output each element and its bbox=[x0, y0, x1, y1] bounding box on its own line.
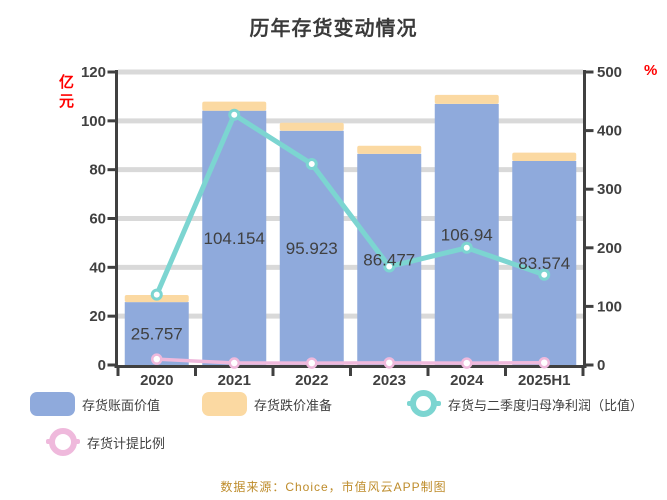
line-2 bbox=[154, 112, 546, 296]
marker-3-2023 bbox=[383, 357, 395, 369]
marker-3-2025H1 bbox=[538, 356, 550, 369]
value-label-2020: 25.757 bbox=[131, 325, 183, 344]
line-3 bbox=[156, 357, 545, 365]
bar-2021-book-value bbox=[202, 110, 267, 366]
legend-item-inventory-to-profit-ratio: 存货与二季度归母净利润（比值） bbox=[407, 390, 643, 418]
right-tick-label-500: 500 bbox=[597, 64, 622, 81]
bar-2024-book-value bbox=[434, 103, 499, 365]
x-label-2024: 2024 bbox=[450, 372, 484, 389]
x-label-2025H1: 2025H1 bbox=[518, 372, 571, 389]
value-label-2023: 86.477 bbox=[363, 250, 415, 269]
bar-2023-provision bbox=[357, 145, 422, 154]
right-tick-label-100: 100 bbox=[597, 298, 622, 315]
legend-label: 存货跌价准备 bbox=[254, 397, 333, 413]
left-tick-label-40: 40 bbox=[89, 259, 106, 276]
right-tick-label-300: 300 bbox=[597, 181, 622, 198]
x-label-2021: 2021 bbox=[218, 372, 251, 389]
legend-label: 存货账面价值 bbox=[82, 397, 161, 413]
value-label-2022: 95.923 bbox=[286, 239, 338, 258]
marker-2-2023 bbox=[383, 260, 396, 273]
right-tick-label-200: 200 bbox=[597, 240, 622, 257]
legend-item-inventory-provision: 存货跌价准备 bbox=[202, 392, 332, 416]
left-tick-label-80: 80 bbox=[89, 162, 106, 179]
legend-row-1: 存货账面价值 存货跌价准备 存货与二季度归母净利润（比值） bbox=[30, 389, 650, 419]
orange-bar-swatch-icon bbox=[202, 392, 248, 416]
marker-3-2021 bbox=[228, 357, 240, 369]
marker-2-2022 bbox=[305, 158, 318, 171]
marker-2-2024 bbox=[460, 241, 473, 254]
pink-donut-marker-icon bbox=[49, 428, 77, 456]
marker-3-2020 bbox=[151, 353, 163, 365]
value-label-2025H1: 83.574 bbox=[518, 254, 570, 273]
value-label-2024: 106.94 bbox=[441, 225, 493, 244]
marker-3-2024 bbox=[461, 357, 473, 369]
chart-title: 历年存货变动情况 bbox=[249, 18, 418, 40]
left-tick-label-100: 100 bbox=[81, 113, 106, 130]
x-label-2023: 2023 bbox=[373, 372, 406, 389]
marker-2-2025H1 bbox=[538, 268, 551, 281]
teal-line-dot-icon bbox=[407, 390, 442, 418]
legend-row-2: 存货计提比例 bbox=[30, 427, 650, 457]
teal-donut-marker-icon bbox=[410, 390, 438, 417]
right-tick-label-0: 0 bbox=[597, 357, 605, 374]
blue-bar-swatch-icon bbox=[30, 392, 75, 416]
bar-2021-provision bbox=[202, 101, 267, 111]
legend-label: 存货与二季度归母净利润（比值） bbox=[448, 397, 644, 413]
legend-item-inventory-book-value: 存货账面价值 bbox=[30, 392, 160, 416]
left-tick-label-20: 20 bbox=[89, 308, 106, 325]
marker-3-2022 bbox=[306, 357, 318, 369]
marker-2-2020 bbox=[150, 288, 163, 301]
left-tick-label-0: 0 bbox=[98, 357, 106, 374]
left-axis-unit-label: 亿元 bbox=[57, 74, 74, 112]
x-label-2020: 2020 bbox=[140, 372, 173, 389]
left-tick-label-60: 60 bbox=[89, 211, 106, 228]
bar-2024-provision bbox=[434, 94, 499, 104]
legend-item-provision-ratio: 存货计提比例 bbox=[46, 428, 165, 456]
left-tick-label-120: 120 bbox=[81, 64, 106, 81]
data-source-footer: 数据来源：Choice，市值风云APP制图 bbox=[220, 480, 447, 494]
bar-2022-provision bbox=[279, 122, 344, 131]
marker-2-2021 bbox=[228, 108, 241, 121]
right-tick-label-400: 400 bbox=[597, 123, 622, 140]
bar-2025H1-book-value bbox=[512, 160, 577, 365]
chart-legend: 存货账面价值 存货跌价准备 存货与二季度归母净利润（比值） 存货计提比 bbox=[30, 389, 650, 465]
x-label-2022: 2022 bbox=[295, 372, 328, 389]
legend-label: 存货计提比例 bbox=[87, 435, 166, 451]
value-label-2021: 104.154 bbox=[204, 229, 265, 248]
pink-line-dot-icon bbox=[46, 428, 80, 456]
right-axis-unit-label: % bbox=[644, 62, 658, 79]
bar-2025H1-provision bbox=[512, 152, 577, 161]
